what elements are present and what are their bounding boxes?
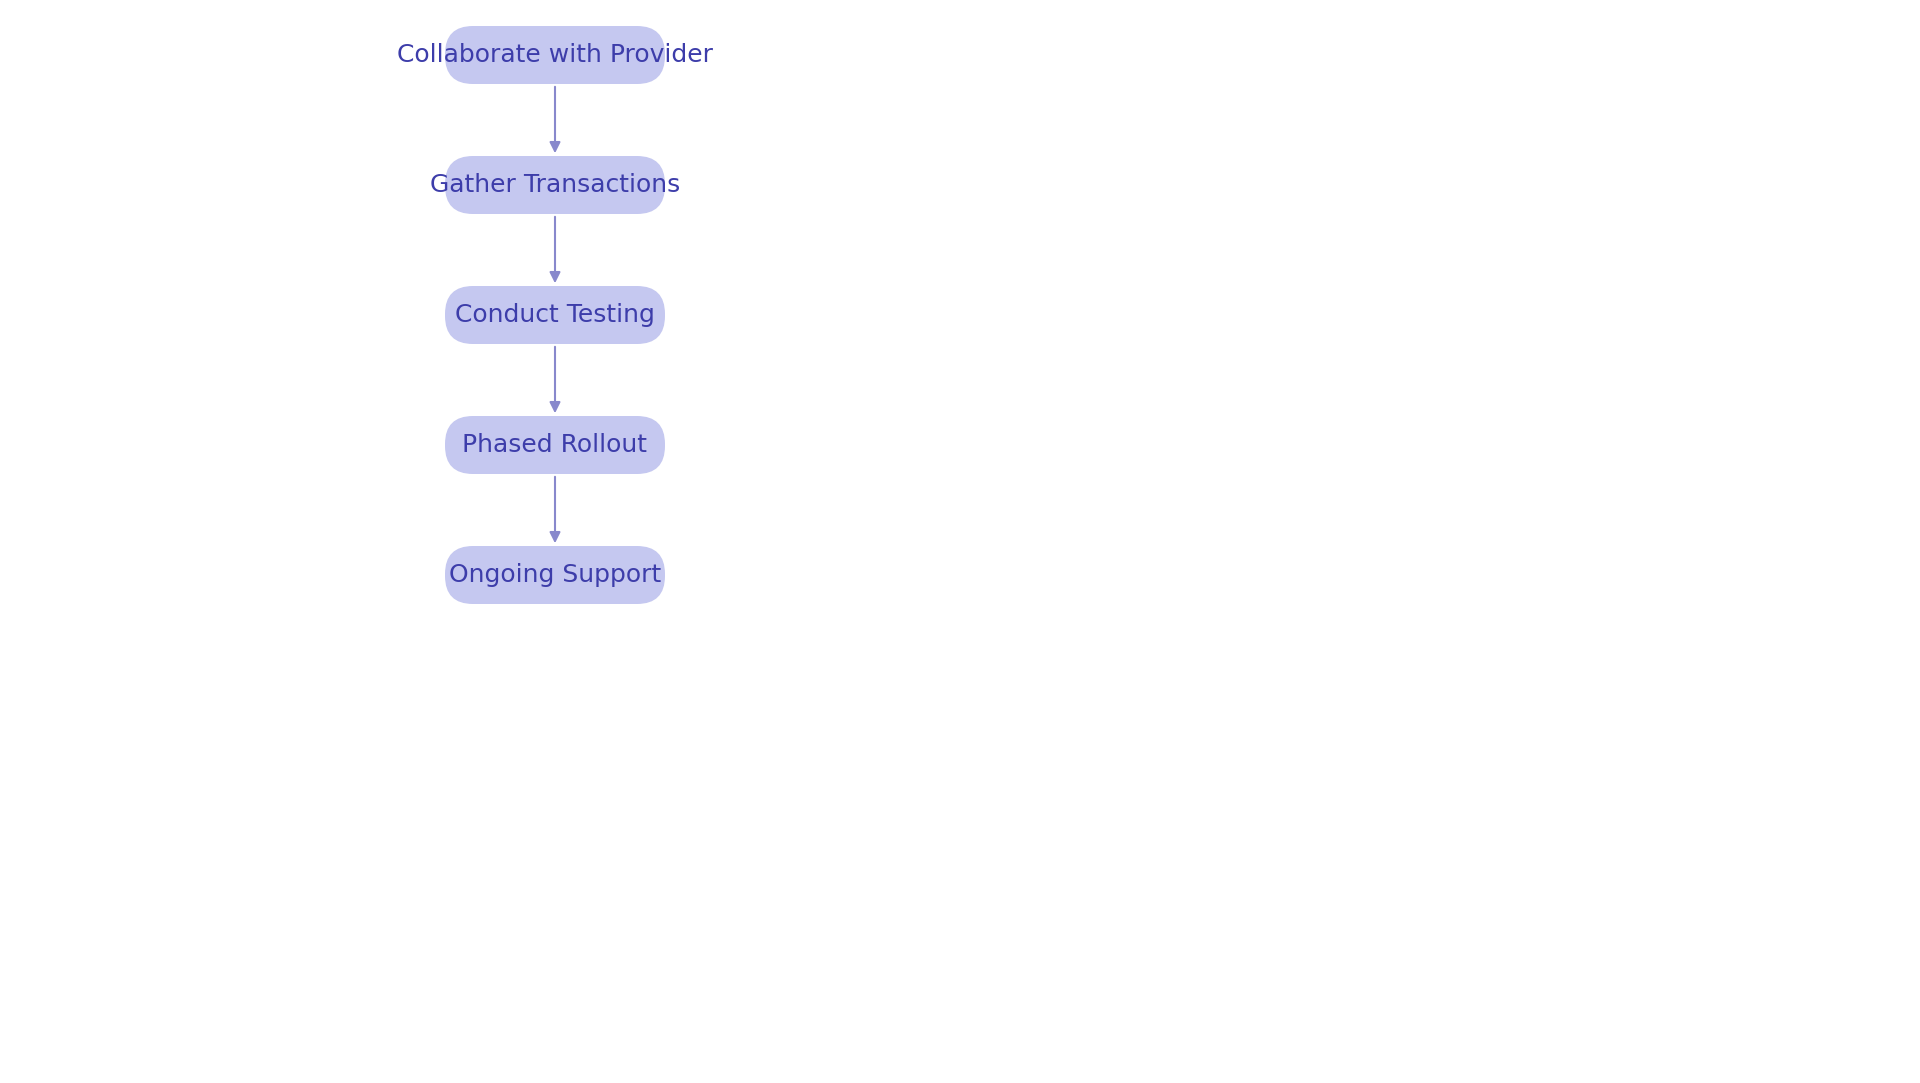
FancyBboxPatch shape (445, 26, 664, 84)
FancyBboxPatch shape (445, 156, 664, 214)
Text: Phased Rollout: Phased Rollout (463, 433, 647, 457)
Text: Ongoing Support: Ongoing Support (449, 563, 660, 587)
FancyBboxPatch shape (445, 546, 664, 604)
FancyBboxPatch shape (445, 286, 664, 344)
Text: Gather Transactions: Gather Transactions (430, 173, 680, 197)
Text: Conduct Testing: Conduct Testing (455, 303, 655, 327)
FancyBboxPatch shape (445, 416, 664, 474)
Text: Collaborate with Provider: Collaborate with Provider (397, 43, 712, 67)
